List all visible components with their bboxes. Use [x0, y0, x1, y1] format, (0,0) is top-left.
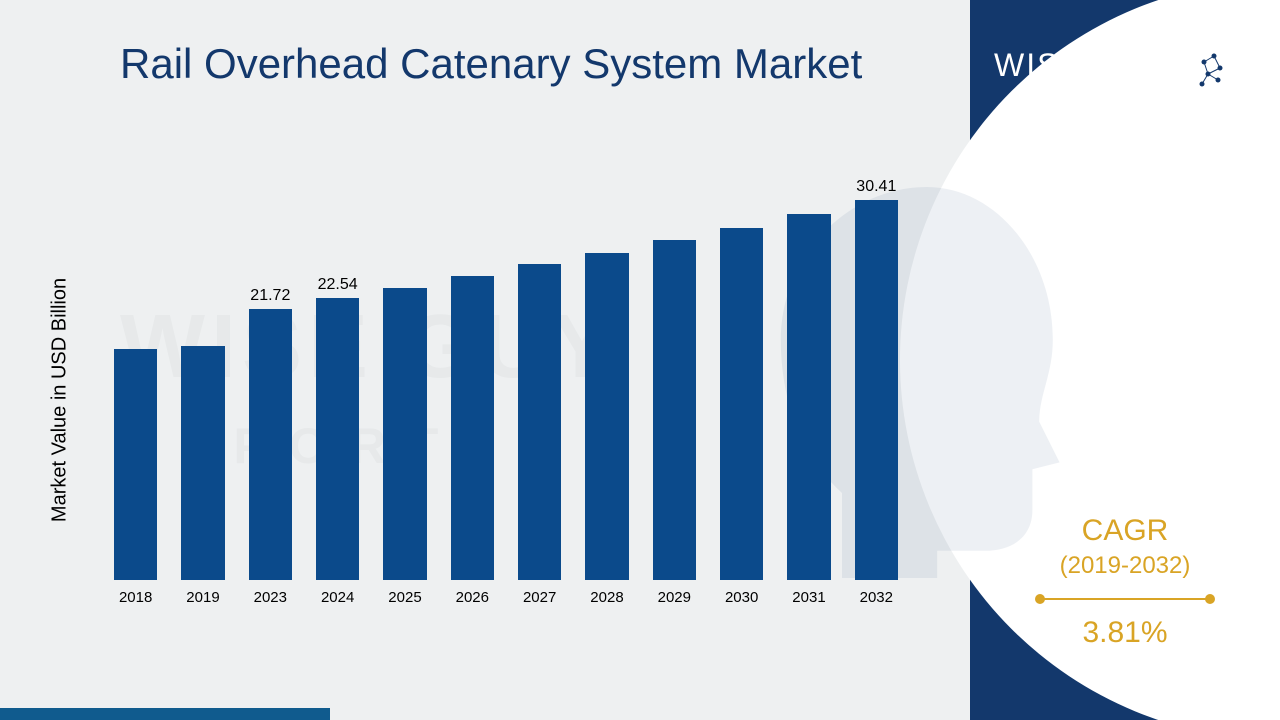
bar: 2025: [383, 288, 426, 581]
bar: 2029: [653, 240, 696, 580]
x-category-label: 2023: [249, 589, 292, 606]
x-category-label: 2026: [451, 589, 494, 606]
cagr-block: CAGR (2019-2032) 3.81%: [1015, 514, 1235, 650]
x-category-label: 2019: [181, 589, 224, 606]
bar: 2019: [181, 346, 224, 580]
bar: 2018: [114, 349, 157, 580]
bar: 30.412032: [855, 200, 898, 580]
cagr-title: CAGR: [1015, 514, 1235, 548]
bar-value-label: 22.54: [316, 276, 359, 294]
cagr-range: (2019-2032): [1015, 552, 1235, 580]
logo: WISE GUY REPORTS: [990, 40, 1240, 110]
cagr-divider: [1040, 598, 1210, 600]
y-axis-label: Market Value in USD Billion: [49, 278, 72, 522]
logo-sub: REPORTS: [994, 86, 1170, 103]
x-category-label: 2030: [720, 589, 763, 606]
bottom-bar: [0, 708, 330, 720]
bar: 2027: [518, 264, 561, 580]
x-category-label: 2028: [585, 589, 628, 606]
bar: 2031: [787, 214, 830, 580]
logo-head-icon: [1180, 40, 1240, 110]
bar-value-label: 30.41: [855, 178, 898, 196]
bar-chart: Market Value in USD Billion 2018201921.7…: [70, 180, 910, 620]
cagr-value: 3.81%: [1015, 616, 1235, 650]
chart-title: Rail Overhead Catenary System Market: [120, 40, 862, 88]
plot-area: 2018 2019 21.722023 22.542024 2025 2026 2027 20…: [102, 180, 910, 580]
bar: 2030: [720, 228, 763, 581]
x-category-label: 2024: [316, 589, 359, 606]
bar-value-label: 21.72: [249, 287, 292, 305]
logo-text: WISE GUY REPORTS: [994, 47, 1170, 103]
bar: 21.722023: [249, 309, 292, 581]
bar: 22.542024: [316, 298, 359, 580]
x-category-label: 2027: [518, 589, 561, 606]
x-category-label: 2025: [383, 589, 426, 606]
x-category-label: 2018: [114, 589, 157, 606]
canvas: WISE GUY REPORTS Rail Overhead Catenary S…: [0, 0, 1280, 720]
bar: 2026: [451, 276, 494, 580]
x-category-label: 2031: [787, 589, 830, 606]
logo-brand: WISE GUY: [994, 47, 1170, 84]
chart-title-text: Rail Overhead Catenary System Market: [120, 40, 862, 87]
x-category-label: 2029: [653, 589, 696, 606]
x-category-label: 2032: [855, 589, 898, 606]
bar: 2028: [585, 253, 628, 581]
